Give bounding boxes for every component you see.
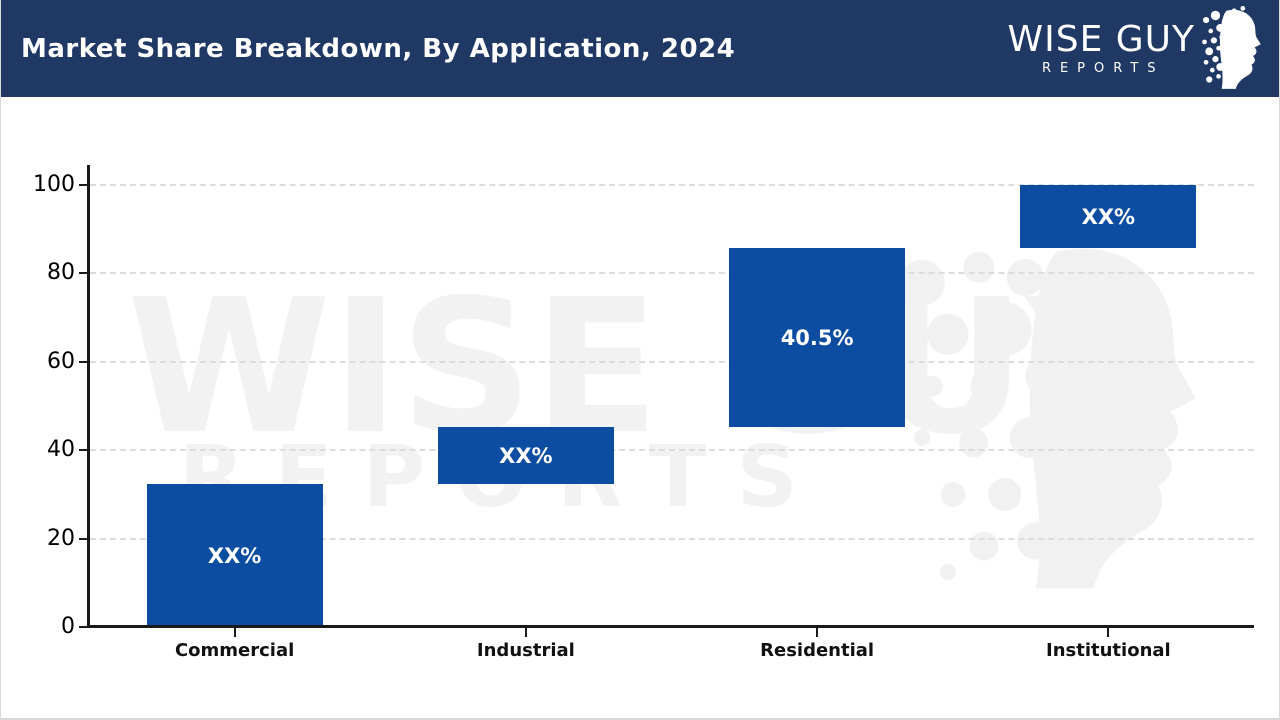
brand-logo: WISE GUY REPORTS [1007, 5, 1272, 92]
y-tick-mark [79, 449, 88, 452]
y-tick-mark [79, 537, 88, 540]
x-axis-line [87, 625, 1254, 628]
x-axis-label-commercial: Commercial [174, 640, 295, 661]
watermark-head-profile-icon [899, 248, 1196, 589]
y-tick-label: 40 [47, 437, 75, 463]
bar-value-label: XX% [499, 443, 553, 468]
bar-industrial [437, 427, 614, 485]
brand-wordmark: WISE GUY REPORTS [1007, 18, 1196, 76]
bar-value-label: XX% [207, 543, 262, 568]
gridline [90, 449, 1254, 452]
x-axis-label-institutional: Institutional [1046, 640, 1171, 661]
gridline [90, 360, 1254, 363]
watermark-brand-text: WISE GUY [127, 259, 1160, 475]
y-tick-mark [79, 360, 88, 363]
bar-commercial [146, 484, 323, 627]
x-axis-label-industrial: Industrial [476, 640, 575, 661]
y-tick-label: 80 [47, 260, 75, 286]
x-tick-mark [1107, 628, 1110, 637]
bar-value-label: 40.5% [780, 325, 854, 350]
x-tick-mark [816, 628, 819, 637]
bar-value-label: XX% [1081, 204, 1136, 229]
x-axis-label-residential: Residential [760, 640, 875, 661]
y-tick-mark [79, 626, 88, 628]
y-tick-label: 100 [33, 172, 75, 197]
head-profile-icon [1202, 5, 1261, 89]
y-axis-line [87, 165, 90, 627]
y-tick-mark [79, 184, 88, 186]
y-tick-label: 60 [47, 348, 75, 374]
brand-subtitle-text: REPORTS [1041, 60, 1165, 76]
brand-name-text: WISE GUY [1007, 18, 1195, 60]
bar-institutional [1020, 185, 1197, 249]
page-title: Market Share Breakdown, By Application, … [21, 33, 736, 64]
bar-residential [729, 248, 906, 428]
gridline [90, 184, 1254, 186]
header: Market Share Breakdown, By Application, … [1, 0, 1279, 97]
y-tick-label: 0 [61, 614, 75, 639]
x-tick-mark [233, 628, 236, 637]
y-tick-mark [79, 272, 88, 275]
gridline [90, 272, 1254, 275]
gridline [90, 537, 1254, 540]
x-tick-mark [524, 628, 527, 637]
y-tick-label: 20 [47, 525, 75, 551]
